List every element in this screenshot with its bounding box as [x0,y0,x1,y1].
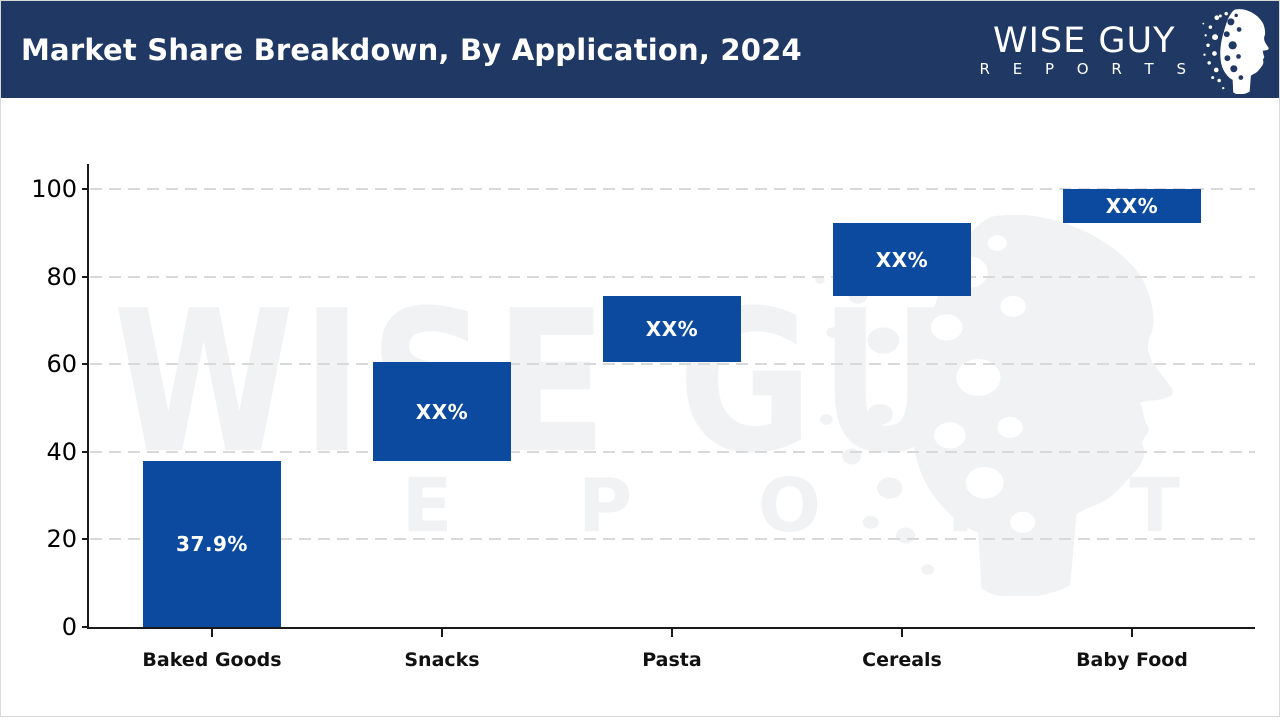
bar-value-label: XX% [645,317,699,342]
x-axis-tick [901,629,903,637]
x-tick-label: Baked Goods [142,649,282,671]
x-tick-label: Cereals [862,649,942,671]
y-tick-label: 60 [46,350,77,379]
bar-value-label: XX% [415,399,469,424]
bar-value-label: XX% [1105,194,1159,219]
bar-value-label: 37.9% [176,531,248,556]
y-axis-tick [82,450,89,453]
y-axis [87,164,89,629]
x-axis-tick [1131,629,1133,637]
bar-pasta: XX% [603,296,741,363]
x-tick-label: Snacks [404,649,480,671]
bar-cereals: XX% [833,223,971,297]
header-bar: Market Share Breakdown, By Application, … [1,1,1279,98]
y-axis-tick [82,626,89,628]
y-tick-label: 40 [46,437,77,466]
gridline [90,363,1255,366]
x-axis-tick [441,629,443,637]
page-title: Market Share Breakdown, By Application, … [21,32,802,67]
bar-baked-goods: 37.9% [143,460,281,627]
logo-reports-label: R E P O R T S [979,59,1195,78]
bar-baby-food: XX% [1063,189,1201,224]
x-tick-label: Baby Food [1076,649,1188,671]
y-axis-tick [82,363,89,366]
y-axis-tick [82,188,89,190]
x-tick-label: Pasta [642,649,702,671]
y-tick-label: 0 [61,613,77,641]
gridline [90,450,1255,453]
logo-text: WISE GUY R E P O R T S [974,23,1195,78]
wise-guy-logo: WISE GUY R E P O R T S [974,5,1271,95]
gridline [90,538,1255,541]
x-axis [87,627,1255,629]
gridline [90,188,1255,190]
x-axis-tick [671,629,673,637]
bar-snacks: XX% [373,362,511,461]
gridline [90,275,1255,278]
y-tick-label: 100 [31,175,77,203]
y-axis-tick [82,275,89,278]
bar-value-label: XX% [875,247,929,272]
logo-wiseguy-label: WISE GUY [993,20,1176,61]
logo-head-icon [1202,9,1269,94]
x-axis-tick [211,629,213,637]
y-axis-tick [82,538,89,541]
y-tick-label: 20 [46,525,77,554]
y-tick-label: 80 [46,262,77,291]
